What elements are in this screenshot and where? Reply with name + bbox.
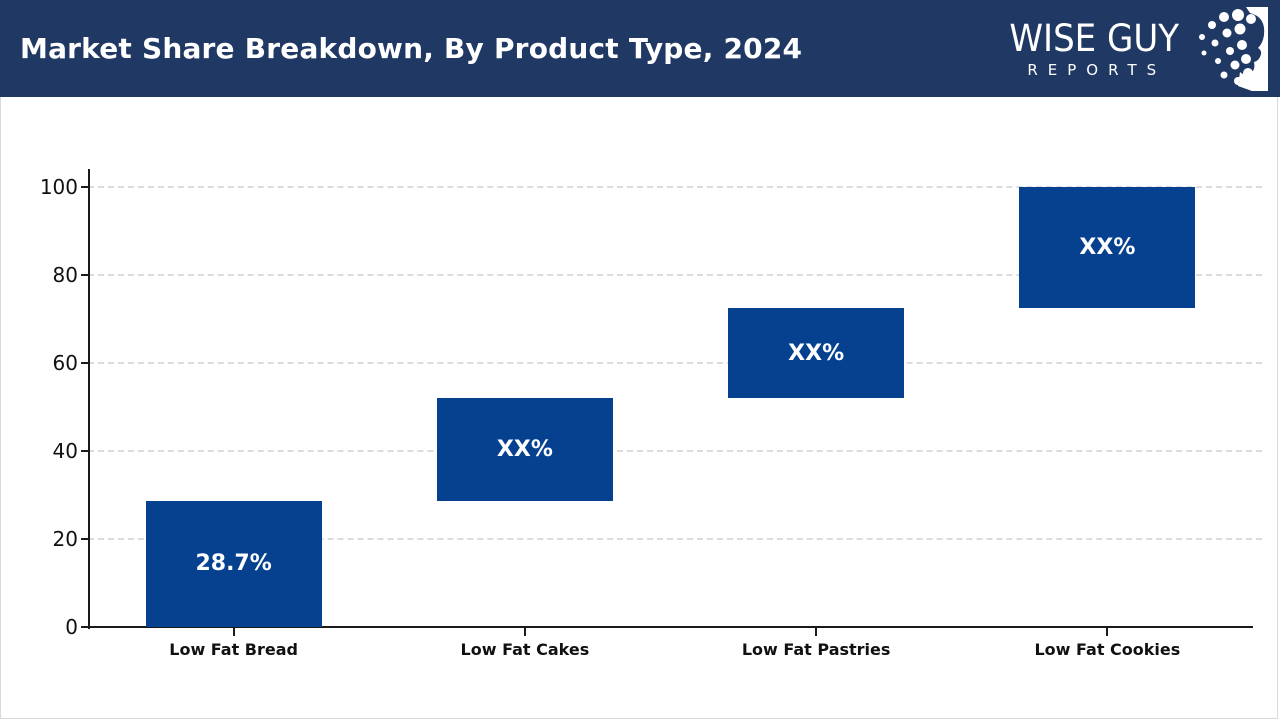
- bar-value-label: XX%: [1079, 235, 1136, 260]
- y-tick-label-40: 40: [52, 439, 78, 463]
- x-tick-3: [1106, 628, 1109, 636]
- x-tick-0: [232, 628, 235, 636]
- x-tick-1: [523, 628, 526, 636]
- wiseguy-logo-name: WISE GUY: [1008, 17, 1179, 60]
- y-tick-label-20: 20: [52, 527, 78, 551]
- bar-value-label: XX%: [788, 340, 845, 366]
- wiseguy-logo-text: WISE GUY REPORTS: [1002, 17, 1186, 80]
- bar-low-fat-cookies: XX%: [1019, 187, 1196, 308]
- y-axis-line: [88, 169, 90, 629]
- gridline-60: [88, 362, 1262, 364]
- gridline-20: [88, 538, 1262, 540]
- wiseguy-face-icon: [1199, 7, 1268, 91]
- page-title: Market Share Breakdown, By Product Type,…: [20, 32, 803, 65]
- y-tick-label-80: 80: [52, 263, 78, 287]
- wiseguy-logo: WISE GUY REPORTS: [1002, 6, 1268, 92]
- y-tick-20: [81, 538, 89, 540]
- bar-low-fat-pastries: XX%: [728, 308, 905, 399]
- wiseguy-logo-subtitle: REPORTS: [1027, 61, 1167, 79]
- gridline-80: [88, 274, 1262, 276]
- bar-value-label: 28.7%: [195, 551, 272, 577]
- y-tick-label-60: 60: [52, 351, 78, 375]
- x-tick-2: [815, 628, 818, 636]
- y-tick-100: [81, 186, 89, 188]
- y-tick-label-0: 0: [65, 615, 78, 639]
- x-category-label: Low Fat Cakes: [460, 640, 590, 659]
- gridline-40: [88, 450, 1262, 452]
- x-axis-line: [81, 626, 1253, 628]
- x-category-label: Low Fat Cookies: [1034, 640, 1181, 659]
- header: Market Share Breakdown, By Product Type,…: [0, 0, 1280, 97]
- y-tick-80: [81, 274, 89, 276]
- x-category-label: Low Fat Bread: [169, 640, 298, 659]
- gridline-100: [88, 186, 1262, 188]
- y-tick-label-100: 100: [39, 175, 78, 199]
- x-category-label: Low Fat Pastries: [741, 640, 891, 659]
- bar-low-fat-bread: 28.7%: [145, 500, 322, 627]
- y-tick-40: [81, 450, 89, 452]
- bar-value-label: XX%: [496, 436, 553, 462]
- bar-low-fat-cakes: XX%: [436, 398, 613, 501]
- y-tick-60: [81, 362, 89, 364]
